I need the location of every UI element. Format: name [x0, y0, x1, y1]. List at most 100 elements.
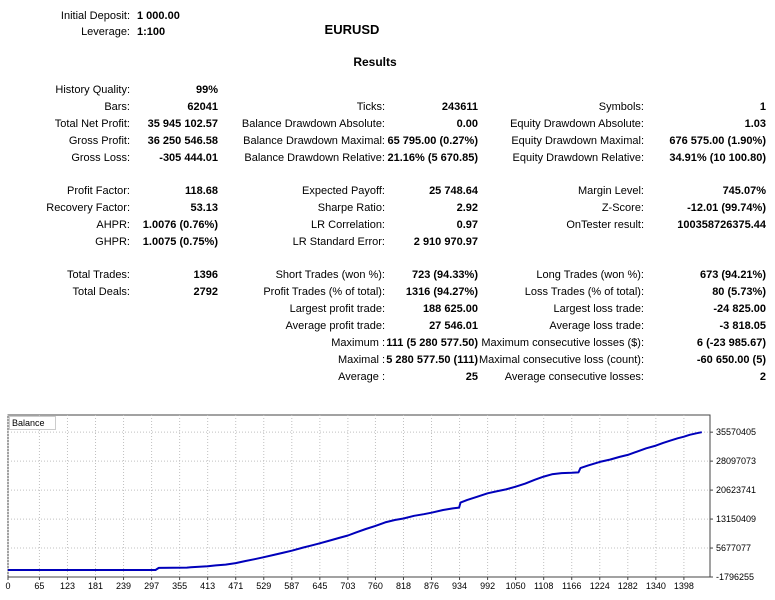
stats-block: History Quality: 99% Bars: 62041 Ticks: 24361… [0, 82, 766, 167]
stat-value: 21.16% (5 670.85) [387, 152, 478, 164]
svg-text:181: 181 [88, 581, 103, 591]
balance-line [8, 431, 702, 571]
svg-text:992: 992 [480, 581, 495, 591]
stat-value [130, 335, 218, 352]
stat-value: 27 546.01 [429, 320, 478, 332]
stat-label: Loss Trades (% of total): [524, 286, 644, 298]
stat-value: 1.03 [744, 118, 766, 130]
symbol-title: EURUSD [324, 22, 380, 37]
stat-label: Bars: [104, 101, 130, 113]
svg-text:65: 65 [34, 581, 44, 591]
stat-value: 111 (5 280 577.50) [386, 337, 478, 349]
stat-value [130, 301, 218, 318]
stat-label: Largest loss trade: [553, 303, 645, 315]
stat-value: 65 795.00 (0.27%) [387, 135, 478, 147]
svg-text:818: 818 [396, 581, 411, 591]
stat-value: -12.01 (99.74%) [687, 202, 766, 214]
stat-label: Average : [338, 371, 385, 383]
stat-value: -24 825.00 [713, 303, 766, 315]
svg-text:529: 529 [256, 581, 271, 591]
stat-value: 2 910 970.97 [413, 236, 478, 248]
stat-value: 0.97 [456, 219, 478, 231]
stat-label: Profit Trades (% of total): [263, 286, 385, 298]
svg-text:1108: 1108 [534, 581, 553, 591]
stat-label [0, 318, 130, 335]
svg-text:123: 123 [60, 581, 75, 591]
stat-label: Maximal : [337, 354, 385, 366]
stat-label: Maximum : [331, 337, 385, 349]
svg-text:0: 0 [5, 581, 10, 591]
svg-text:1166: 1166 [562, 581, 581, 591]
stat-label: Equity Drawdown Relative: [512, 152, 644, 164]
stats-block: Profit Factor: 118.68 Expected Payoff: 25 7… [0, 183, 766, 251]
stat-label: Average loss trade: [549, 320, 644, 332]
stat-label: GHPR: [95, 236, 130, 248]
stat-label: Equity Drawdown Maximal: [511, 135, 644, 147]
plot-border [7, 414, 711, 578]
results-title: Results [353, 55, 397, 69]
svg-text:35570405: 35570405 [716, 427, 756, 437]
svg-text:1398: 1398 [674, 581, 694, 591]
stat-value: 188 625.00 [422, 303, 478, 315]
stat-value: 673 (94.21%) [699, 269, 766, 281]
stat-label: Total Deals: [72, 286, 130, 298]
stat-label: Balance Drawdown Maximal: [243, 135, 385, 147]
stat-value [130, 369, 218, 386]
stat-label: Long Trades (won %): [536, 269, 644, 281]
stat-value: 5 280 577.50 (111) [386, 354, 478, 366]
stat-value: 35 945 102.57 [147, 118, 218, 130]
stat-value: 243611 [441, 101, 478, 113]
stat-label: Recovery Factor: [46, 202, 130, 214]
stat-label [218, 82, 385, 99]
balance-chart-svg: 0 65 123 181 239 297 355 413 471 529 587 645 703 760 8… [5, 414, 756, 591]
svg-text:876: 876 [424, 581, 439, 591]
svg-text:1224: 1224 [590, 581, 610, 591]
stat-label: Average profit trade: [285, 320, 385, 332]
svg-text:645: 645 [312, 581, 327, 591]
stat-value: 1316 (94.27%) [405, 286, 478, 298]
stat-value: 34.91% (10 100.80) [669, 152, 766, 164]
svg-text:1050: 1050 [506, 581, 526, 591]
stat-value: 99% [195, 84, 218, 96]
initial-deposit-value: 1 000.00 [137, 10, 180, 22]
leverage-label: Leverage: [81, 26, 130, 38]
stat-label: Balance Drawdown Relative: [244, 152, 385, 164]
stat-value: 6 (-23 985.67) [696, 337, 766, 349]
stat-label: Equity Drawdown Absolute: [510, 118, 644, 130]
stat-label [478, 234, 644, 251]
stat-value: 25 748.64 [429, 185, 478, 197]
stat-value: 1.0076 (0.76%) [142, 219, 218, 231]
stat-value: 118.68 [184, 185, 218, 197]
stats-grid: History Quality: 99% Bars: 62041 Ticks: 24361… [0, 82, 766, 402]
svg-text:28097073: 28097073 [716, 456, 756, 466]
svg-text:760: 760 [368, 581, 383, 591]
svg-text:1282: 1282 [618, 581, 638, 591]
stat-label [478, 82, 644, 99]
stat-label: Sharpe Ratio: [317, 202, 385, 214]
y-axis-labels: 35570405 28097073 20623741 13150409 5677077 -… [716, 427, 756, 582]
initial-deposit-row: Initial Deposit: 1 000.00 [0, 8, 775, 24]
stat-value: 62041 [187, 101, 218, 113]
stat-label [0, 352, 130, 369]
svg-text:355: 355 [172, 581, 187, 591]
x-axis-labels: 0 65 123 181 239 297 355 413 471 529 587 645 703 760 8… [5, 581, 693, 591]
stat-value: 100358726375.44 [677, 219, 766, 231]
stat-value: 2.92 [456, 202, 478, 214]
stat-value: 25 [465, 371, 478, 383]
stat-value: 1396 [193, 269, 218, 281]
svg-text:5677077: 5677077 [716, 543, 751, 553]
stat-value: -60 650.00 (5) [696, 354, 766, 366]
stat-label: Largest profit trade: [289, 303, 385, 315]
stat-label: Average consecutive losses: [504, 371, 644, 383]
stat-value: 1.0075 (0.75%) [142, 236, 218, 248]
initial-deposit-label: Initial Deposit: [60, 10, 130, 22]
svg-text:471: 471 [228, 581, 243, 591]
stats-block: Total Trades: 1396 Short Trades (won %): 72… [0, 267, 766, 386]
svg-text:934: 934 [452, 581, 467, 591]
svg-text:-1796255: -1796255 [716, 572, 754, 582]
stat-value [385, 82, 478, 99]
stat-label: Total Net Profit: [54, 118, 130, 130]
stat-label: Balance Drawdown Absolute: [241, 118, 385, 130]
stat-label: Maximal consecutive loss (count): [478, 354, 644, 366]
leverage-row: Leverage: 1:100 [0, 24, 775, 40]
